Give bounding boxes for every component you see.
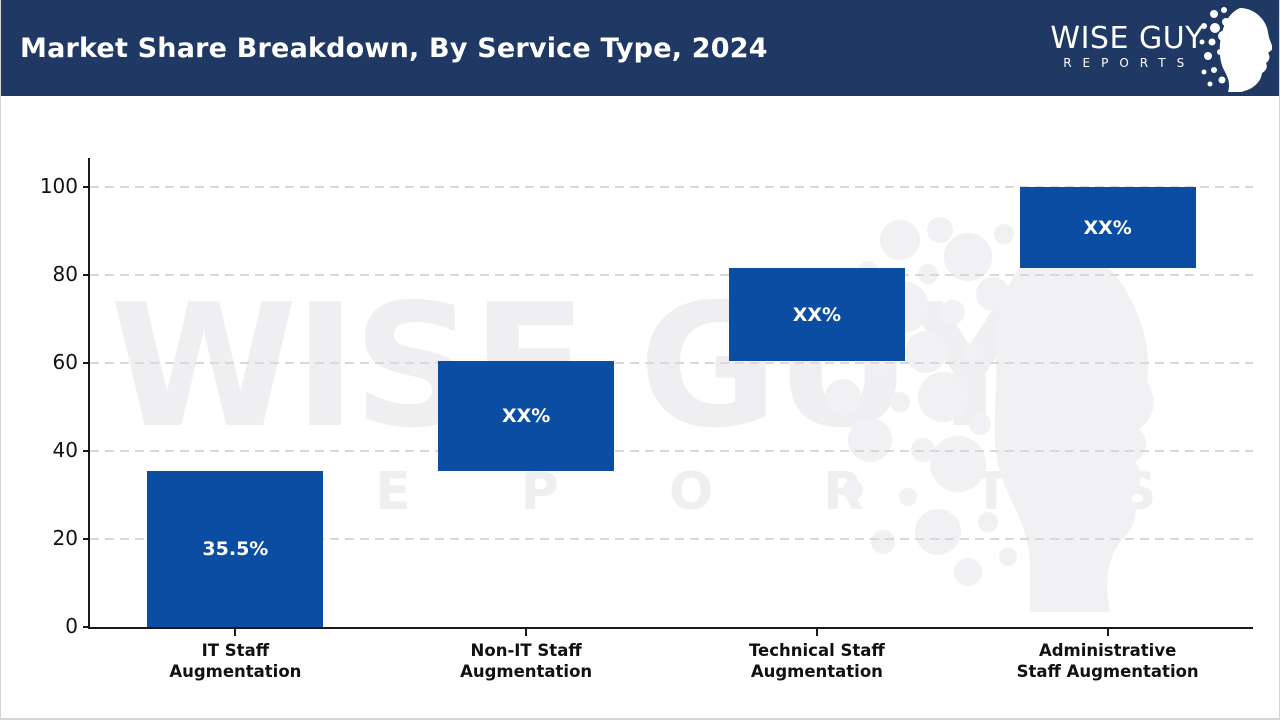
y-tick-label: 60: [52, 350, 78, 374]
bar-value-label: XX%: [501, 404, 551, 427]
y-tick-label: 100: [39, 174, 78, 198]
y-tick-label: 40: [52, 438, 78, 462]
x-category-label-line: Staff Augmentation: [1016, 662, 1199, 681]
x-category-label-line: Augmentation: [169, 662, 302, 681]
x-category-label: Non-IT Staff Augmentation: [396, 640, 656, 682]
x-category-label-line: Augmentation: [460, 662, 593, 681]
bar: XX%: [728, 268, 905, 361]
bar: 35.5%: [147, 470, 324, 627]
x-category-label-line: Non-IT Staff: [470, 641, 582, 660]
y-tick-label: 0: [65, 614, 78, 638]
x-category-label: IT Staff Augmentation: [105, 640, 365, 682]
y-axis-line: [88, 158, 90, 629]
x-category-label: Administrative Staff Augmentation: [978, 640, 1238, 682]
y-tick: [83, 274, 90, 276]
gridline: [90, 538, 1253, 540]
gridline: [90, 450, 1253, 452]
gridline: [90, 362, 1253, 364]
y-tick: [83, 186, 90, 188]
x-category-label: Technical Staff Augmentation: [687, 640, 947, 682]
bar-value-label: XX%: [792, 303, 842, 326]
brand-head-icon: [1199, 7, 1272, 92]
y-tick: [83, 626, 90, 628]
brand-name: WISE GUY: [1050, 21, 1204, 56]
y-tick-label: 20: [52, 526, 78, 550]
gridline: [90, 274, 1253, 276]
x-category-label-line: Technical Staff: [748, 641, 885, 660]
x-category-label-line: Administrative: [1038, 641, 1177, 660]
x-category-label-line: IT Staff: [201, 641, 270, 660]
x-category-label-line: Augmentation: [750, 662, 883, 681]
x-tick: [234, 629, 237, 636]
y-tick-label: 80: [52, 262, 78, 286]
brand-subname: REPORTS: [1063, 56, 1196, 70]
y-tick: [83, 362, 90, 364]
bar-value-label: XX%: [1083, 216, 1132, 239]
bar-value-label: 35.5%: [202, 537, 269, 560]
x-tick: [815, 629, 818, 636]
x-axis-line: [88, 627, 1253, 629]
brand-logo-text: WISE GUY REPORTS: [1050, 21, 1204, 71]
x-tick: [525, 629, 528, 636]
bar: XX%: [438, 360, 615, 471]
header: Market Share Breakdown, By Service Type,…: [0, 0, 1280, 96]
y-tick: [83, 538, 90, 540]
bar: XX%: [1019, 187, 1196, 269]
y-tick: [83, 450, 90, 452]
gridline: [90, 186, 1253, 188]
brand-logo: WISE GUY REPORTS: [1012, 0, 1272, 96]
page-title: Market Share Breakdown, By Service Type,…: [20, 32, 768, 64]
x-tick: [1106, 629, 1109, 636]
